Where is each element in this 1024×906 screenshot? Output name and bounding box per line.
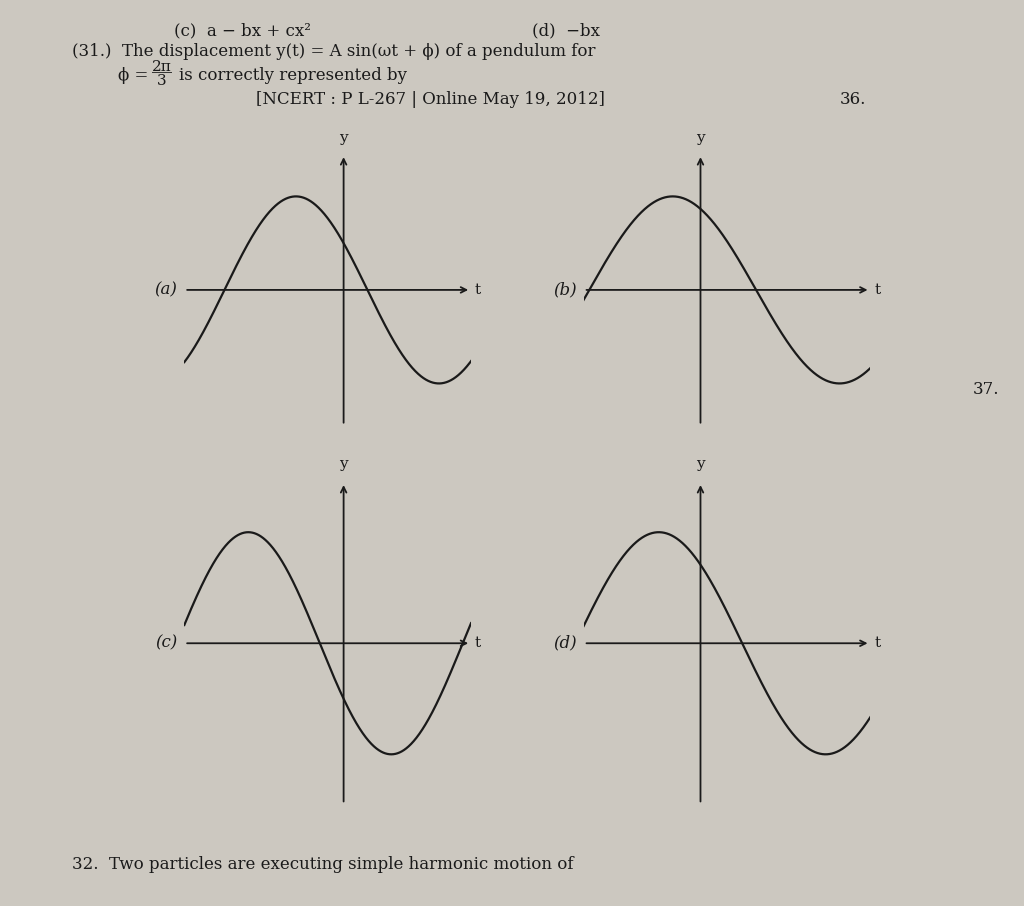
Text: (c): (c): [155, 635, 177, 651]
Text: 36.: 36.: [840, 91, 866, 108]
Text: ϕ =: ϕ =: [118, 67, 148, 84]
Text: 37.: 37.: [973, 381, 999, 398]
Text: y: y: [339, 131, 348, 145]
Text: (c)  a − bx + cx²: (c) a − bx + cx²: [174, 23, 311, 40]
Text: t: t: [475, 636, 481, 651]
Text: (d)  −bx: (d) −bx: [532, 23, 600, 40]
Text: y: y: [339, 458, 348, 471]
Text: (b): (b): [553, 282, 577, 298]
Text: y: y: [696, 458, 705, 471]
Text: t: t: [475, 283, 481, 297]
Text: 32.  Two particles are executing simple harmonic motion of: 32. Two particles are executing simple h…: [72, 856, 573, 873]
Text: t: t: [874, 636, 881, 651]
Text: (d): (d): [553, 635, 577, 651]
Text: t: t: [874, 283, 881, 297]
Text: is correctly represented by: is correctly represented by: [179, 67, 408, 84]
Text: y: y: [696, 131, 705, 145]
Text: (a): (a): [155, 282, 177, 298]
Text: [NCERT : P L-267 | Online May 19, 2012]: [NCERT : P L-267 | Online May 19, 2012]: [256, 91, 605, 108]
Text: 2π: 2π: [152, 60, 172, 73]
Text: 3: 3: [157, 74, 167, 88]
Text: (31.)  The displacement y(t) = A sin(ωt + ϕ) of a pendulum for: (31.) The displacement y(t) = A sin(ωt +…: [72, 43, 595, 61]
